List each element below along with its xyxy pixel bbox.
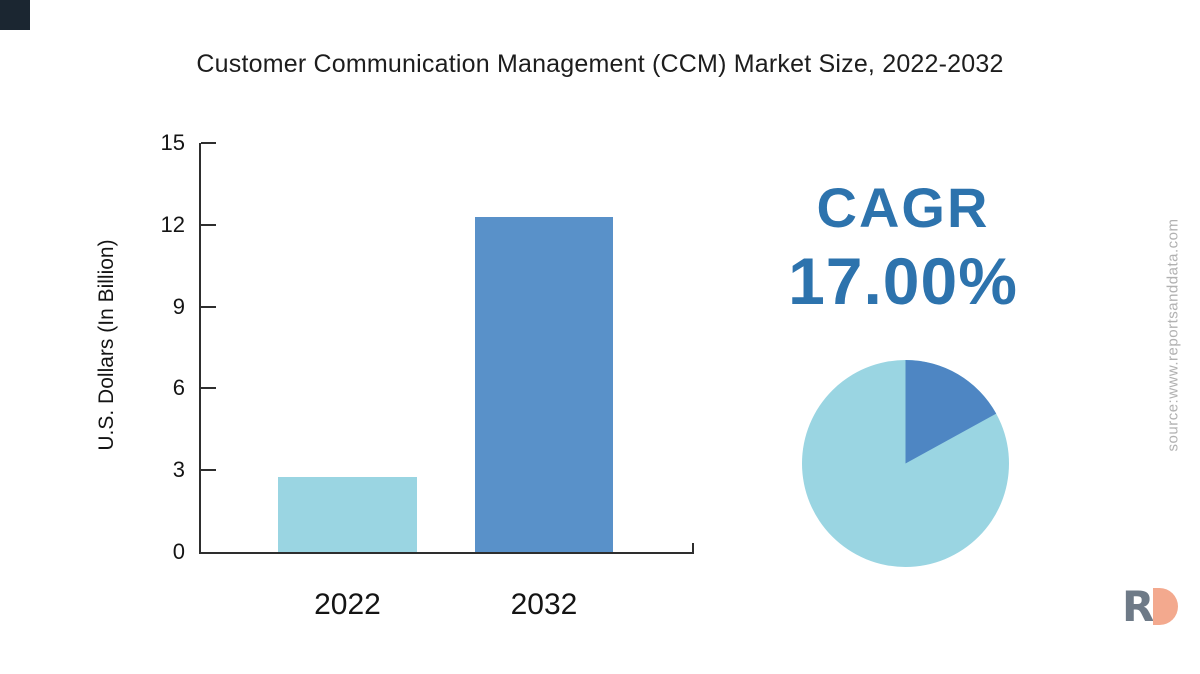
x-axis-end-tick — [692, 543, 694, 552]
bar-2032 — [475, 216, 613, 552]
pie-chart-svg — [802, 360, 1009, 567]
y-axis-title: U.S. Dollars (In Billion) — [95, 239, 118, 451]
x-tick-label-2022: 2022 — [314, 588, 381, 621]
logo-letter-r-icon: R — [1122, 582, 1154, 631]
y-tick-label: 9 — [172, 293, 185, 319]
cagr-value: 17.00% — [788, 244, 1018, 318]
y-tick-mark — [201, 223, 216, 226]
y-tick-label: 15 — [160, 130, 185, 155]
y-tick-mark — [201, 387, 216, 390]
x-tick-label-2032: 2032 — [510, 588, 578, 621]
pie-cagr-slice — [905, 360, 997, 464]
y-axis-line — [199, 143, 201, 554]
y-tick-label: 6 — [172, 375, 185, 401]
source-note: source:www.reportsanddata.com — [1164, 218, 1182, 452]
brand-logo: R — [1122, 582, 1179, 631]
y-tick-mark — [201, 142, 216, 144]
logo-letter-d-icon — [1153, 588, 1179, 625]
y-tick-label: 12 — [160, 211, 185, 237]
bar-2022 — [278, 477, 417, 552]
y-tick-mark — [201, 305, 216, 308]
y-tick-mark — [201, 469, 216, 472]
cagr-block: CAGR 17.00% — [752, 176, 1054, 318]
pie-chart — [802, 360, 1009, 567]
chart-title: Customer Communication Management (CCM) … — [196, 50, 1004, 78]
y-tick-label: 3 — [172, 457, 185, 483]
y-tick-label: 0 — [172, 539, 185, 564]
x-axis-line — [199, 552, 694, 554]
corner-accent-square — [0, 0, 30, 30]
cagr-label: CAGR — [816, 176, 990, 239]
